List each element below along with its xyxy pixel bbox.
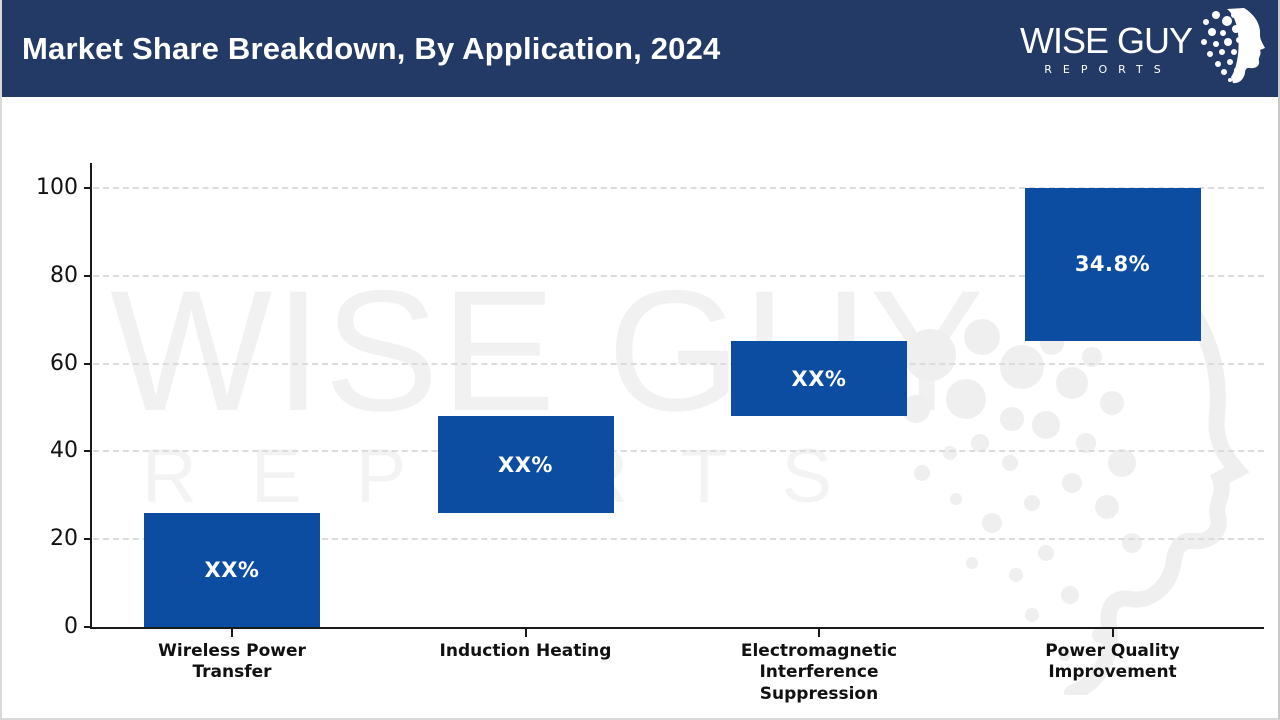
y-tick-mark xyxy=(84,626,92,628)
y-tick-label: 20 xyxy=(50,526,78,552)
y-tick-mark xyxy=(84,538,92,541)
y-tick-mark xyxy=(84,450,92,453)
header-bar: Market Share Breakdown, By Application, … xyxy=(2,0,1278,97)
logo-subtitle: REPORTS xyxy=(1044,62,1172,76)
gridline-20 xyxy=(93,538,1264,541)
bar-2: XX% xyxy=(437,416,614,513)
y-tick-mark xyxy=(84,187,92,189)
plot-area: 0 20 40 60 80 100 XX% XX% XX% 34.8% Wireless Power… xyxy=(2,97,1278,718)
y-axis-spine xyxy=(90,163,92,629)
x-tick-mark xyxy=(231,629,233,637)
logo-wordmark: WISE GUY xyxy=(1019,19,1193,61)
y-tick-label: 0 xyxy=(64,614,78,639)
x-tick-mark xyxy=(818,629,820,637)
x-category-label: Wireless Power Transfer xyxy=(158,641,306,683)
bar-value-label: XX% xyxy=(204,557,260,582)
bar-3: XX% xyxy=(731,340,907,417)
wiseguy-logo: WISE GUY REPORTS xyxy=(1020,6,1268,92)
y-tick-label: 40 xyxy=(50,438,78,464)
chart-canvas: WISE GUY REPORTS xyxy=(2,97,1278,718)
y-tick-label: 60 xyxy=(50,350,78,376)
bar-value-label: XX% xyxy=(498,452,553,477)
bar-value-label: 34.8% xyxy=(1074,252,1151,277)
x-category-label: Induction Heating xyxy=(439,641,612,661)
bar-1: XX% xyxy=(144,512,320,627)
x-category-label: Electromagnetic Interference Suppression xyxy=(740,641,898,704)
y-tick-mark xyxy=(84,274,92,277)
gridline-80 xyxy=(93,274,1264,277)
x-axis-spine xyxy=(90,627,1264,629)
bar-4: 34.8% xyxy=(1024,188,1201,341)
gridline-100 xyxy=(93,187,1264,189)
wiseguy-logo-text: WISE GUY REPORTS xyxy=(1019,19,1193,76)
gridline-40 xyxy=(93,450,1264,453)
wiseguy-face-icon xyxy=(1194,6,1268,92)
y-tick-label: 100 xyxy=(36,175,78,200)
y-tick-label: 80 xyxy=(50,262,78,288)
gridline-60 xyxy=(93,362,1264,365)
y-tick-mark xyxy=(84,362,92,365)
x-tick-mark xyxy=(524,629,527,637)
bar-value-label: XX% xyxy=(791,366,847,391)
x-tick-mark xyxy=(1111,629,1114,637)
chart-title: Market Share Breakdown, By Application, … xyxy=(22,30,721,66)
x-category-label: Power Quality Improvement xyxy=(1045,641,1180,683)
